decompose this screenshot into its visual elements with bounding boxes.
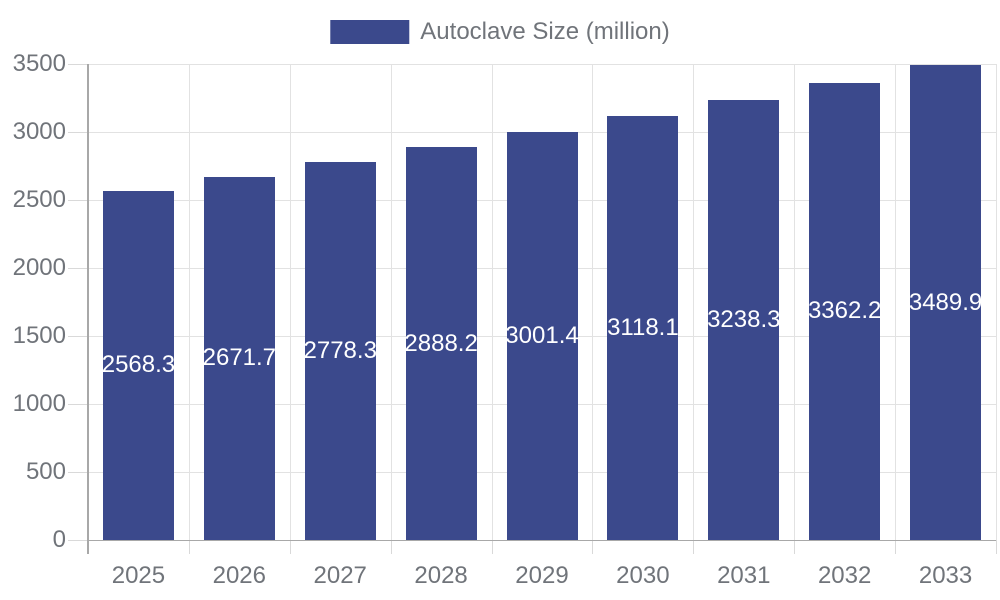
y-axis-tick-label: 1500 bbox=[12, 322, 66, 349]
x-axis-tick-label: 2032 bbox=[817, 562, 872, 589]
y-axis-tick-label: 500 bbox=[25, 458, 66, 485]
bar-2026[interactable]: 2671.7 bbox=[202, 176, 277, 540]
x-axis-tick bbox=[289, 540, 291, 554]
x-gridline bbox=[188, 64, 190, 540]
y-axis-tick bbox=[68, 472, 88, 473]
x-gridline bbox=[390, 64, 392, 540]
x-axis-tick bbox=[188, 540, 190, 554]
x-gridline bbox=[693, 64, 695, 540]
bar-value-label: 2671.7 bbox=[202, 344, 277, 372]
x-gridline bbox=[491, 64, 493, 540]
x-axis-tick-label: 2027 bbox=[313, 562, 367, 589]
y-axis-tick bbox=[68, 268, 88, 269]
x-gridline bbox=[794, 64, 796, 540]
x-axis-tick bbox=[88, 540, 89, 554]
bar-value-label: 3238.3 bbox=[707, 305, 781, 333]
bar-2032[interactable]: 3362.2 bbox=[807, 82, 882, 540]
y-axis-tick-label: 3500 bbox=[12, 50, 66, 77]
bar-2033[interactable]: 3489.9 bbox=[908, 65, 983, 540]
y-axis-tick bbox=[68, 540, 88, 541]
x-axis-tick bbox=[794, 540, 796, 554]
x-gridline bbox=[289, 64, 291, 540]
bar-value-label: 3489.9 bbox=[908, 288, 983, 316]
x-axis-tick-label: 2025 bbox=[111, 562, 166, 589]
x-axis-tick bbox=[390, 540, 392, 554]
bar-value-label: 3001.4 bbox=[505, 321, 579, 349]
x-axis-tick-label: 2028 bbox=[414, 562, 468, 589]
x-axis-tick bbox=[895, 540, 897, 554]
y-axis-tick bbox=[68, 132, 88, 133]
x-axis-line bbox=[88, 539, 996, 541]
x-axis-tick-label: 2026 bbox=[212, 562, 266, 589]
bar-2025[interactable]: 2568.3 bbox=[101, 190, 176, 540]
bar-value-label: 3118.1 bbox=[607, 313, 679, 341]
bar-value-label: 3362.2 bbox=[807, 297, 882, 325]
bar-value-label: 2778.3 bbox=[303, 337, 377, 365]
y-axis-tick-label: 0 bbox=[52, 526, 66, 553]
x-axis-tick bbox=[491, 540, 493, 554]
y-axis-tick bbox=[68, 64, 88, 65]
x-gridline bbox=[895, 64, 897, 540]
y-axis-tick bbox=[68, 200, 88, 201]
bar-2028[interactable]: 2888.2 bbox=[404, 147, 478, 540]
bar-2030[interactable]: 3118.1 bbox=[607, 115, 679, 540]
y-axis-tick bbox=[68, 404, 88, 405]
y-gridline bbox=[88, 64, 996, 65]
legend-label: Autoclave Size (million) bbox=[420, 18, 670, 45]
x-gridline bbox=[996, 64, 997, 540]
y-axis-tick-label: 2000 bbox=[12, 254, 66, 281]
legend-item-autoclave-size[interactable]: Autoclave Size (million) bbox=[330, 18, 670, 45]
legend-swatch bbox=[330, 20, 410, 44]
x-axis-tick-label: 2029 bbox=[515, 562, 569, 589]
y-axis-tick bbox=[68, 336, 88, 337]
x-axis-tick bbox=[996, 540, 997, 554]
x-axis-tick-label: 2033 bbox=[918, 562, 973, 589]
bar-value-label: 2888.2 bbox=[404, 329, 478, 357]
y-axis-line bbox=[87, 64, 89, 554]
x-axis-tick-label: 2031 bbox=[717, 562, 771, 589]
bar-2031[interactable]: 3238.3 bbox=[707, 99, 781, 540]
x-axis-tick bbox=[592, 540, 594, 554]
y-axis-tick-label: 1000 bbox=[12, 390, 66, 417]
y-axis-tick-label: 3000 bbox=[12, 118, 66, 145]
bar-2029[interactable]: 3001.4 bbox=[505, 131, 579, 540]
x-axis-tick-label: 2030 bbox=[616, 562, 670, 589]
y-axis-tick-label: 2500 bbox=[12, 186, 66, 213]
x-gridline bbox=[592, 64, 594, 540]
bar-2027[interactable]: 2778.3 bbox=[303, 162, 377, 540]
bar-value-label: 2568.3 bbox=[101, 351, 176, 379]
x-axis-tick bbox=[693, 540, 695, 554]
